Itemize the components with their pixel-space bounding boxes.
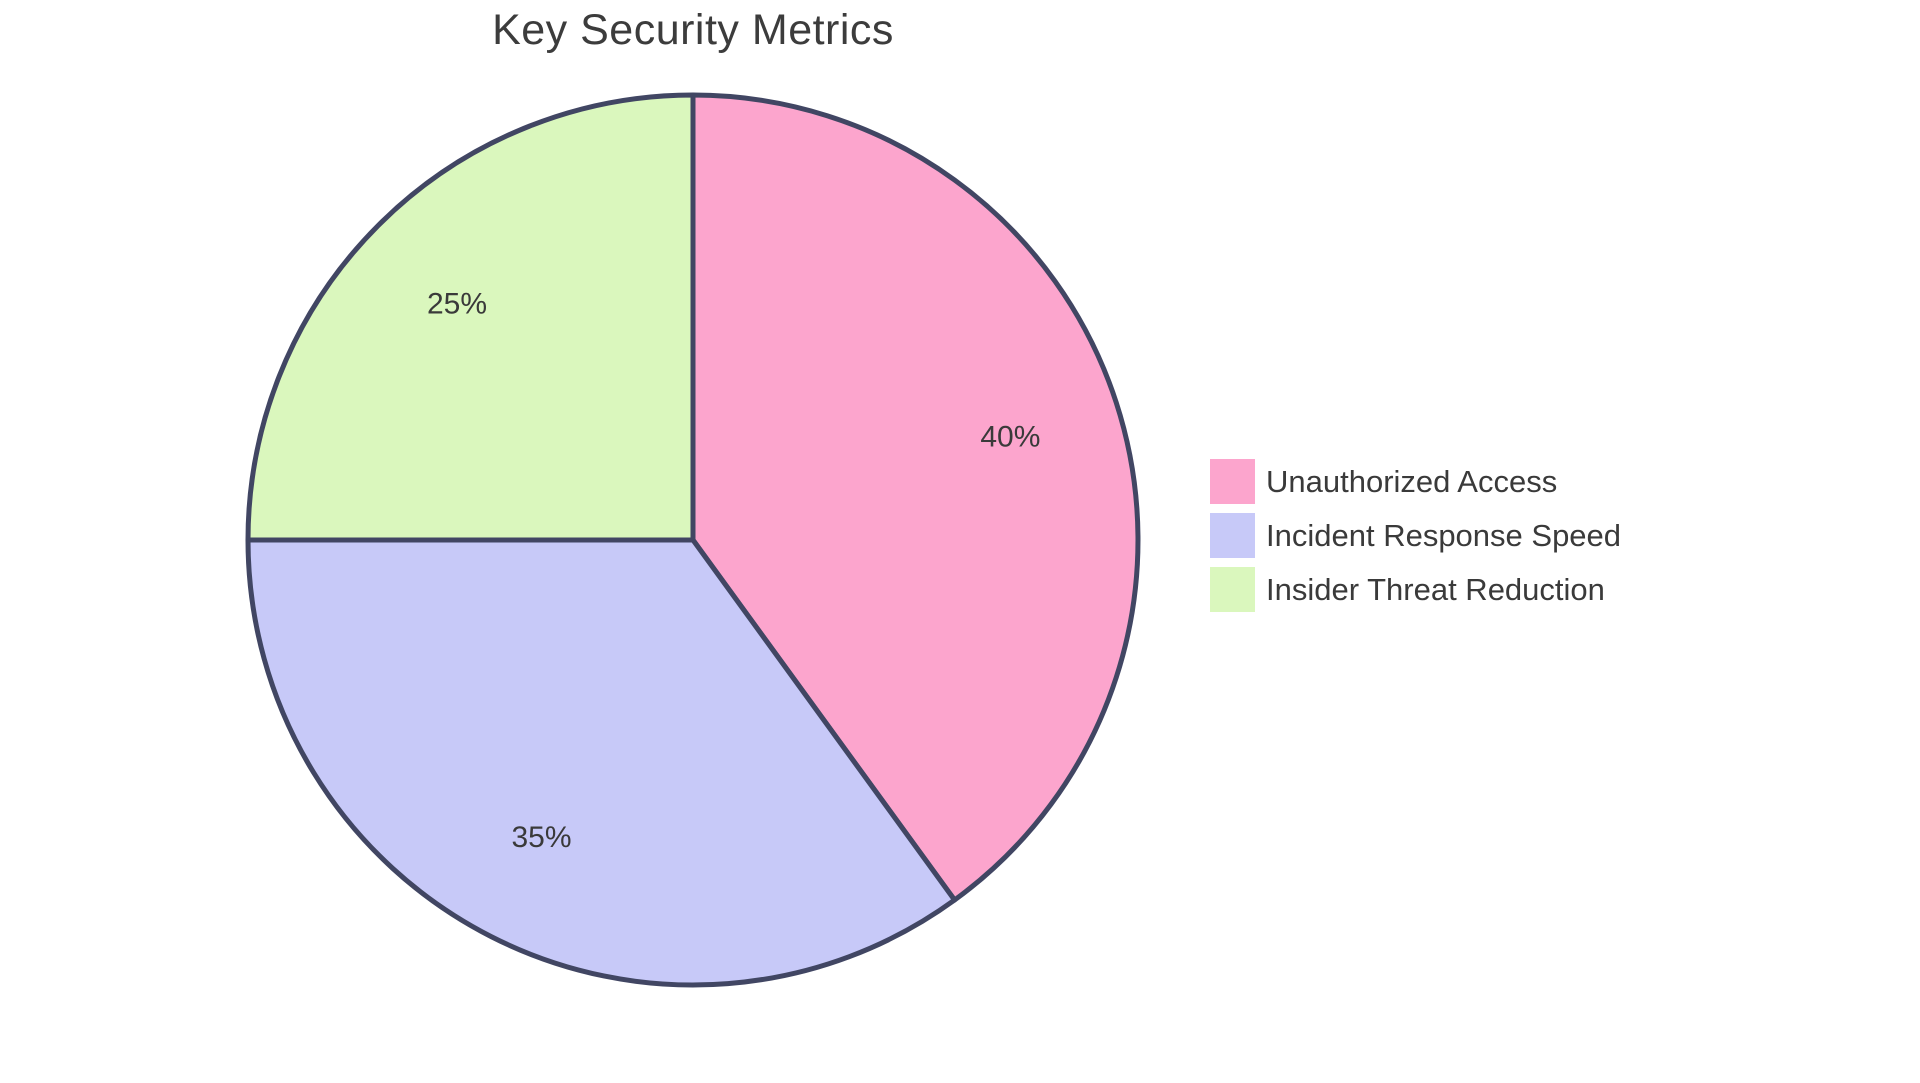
legend-label-insider-threat-reduction: Insider Threat Reduction [1266, 571, 1605, 607]
legend-swatch-incident-response-speed [1210, 513, 1255, 558]
slice-label-unauthorized-access: 40% [980, 420, 1040, 453]
pie-slice-incident-response-speed [245, 537, 958, 988]
legend-item-insider-threat-reduction: Insider Threat Reduction [1210, 567, 1621, 612]
legend-item-incident-response-speed: Incident Response Speed [1210, 513, 1621, 558]
legend-swatch-insider-threat-reduction [1210, 567, 1255, 612]
slice-label-insider-threat-reduction: 25% [427, 288, 487, 321]
legend-label-incident-response-speed: Incident Response Speed [1266, 517, 1622, 553]
chart-title: Key Security Metrics [492, 6, 894, 54]
legend-swatch-unauthorized-access [1210, 459, 1255, 504]
chart-legend: Unauthorized Access Incident Response Spe… [1210, 459, 1621, 612]
pie-slice-unauthorized-access [690, 92, 1141, 903]
pie-slice-insider-threat-reduction [245, 92, 696, 543]
legend-item-unauthorized-access: Unauthorized Access [1210, 459, 1621, 504]
slice-label-incident-response-speed: 35% [511, 821, 571, 854]
legend-label-unauthorized-access: Unauthorized Access [1266, 463, 1558, 499]
